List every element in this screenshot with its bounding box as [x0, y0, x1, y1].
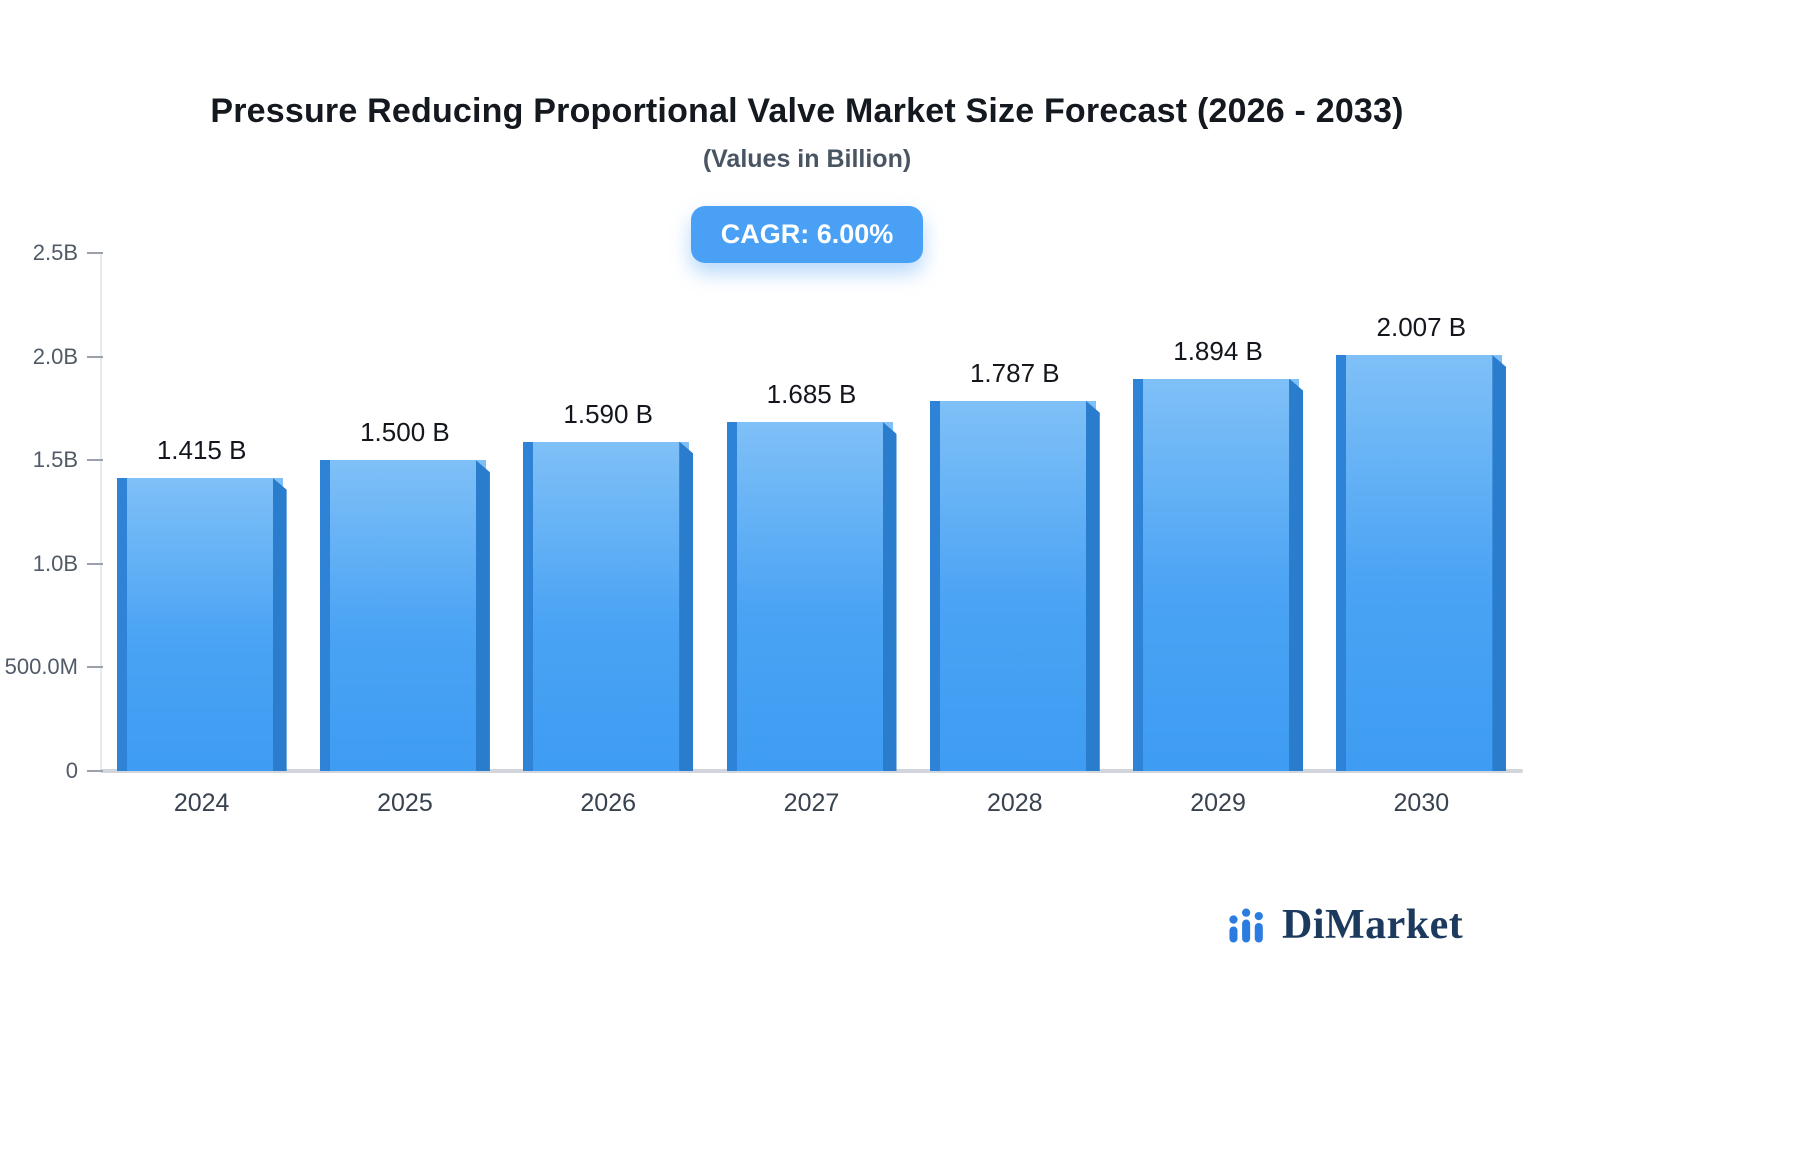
bar-value-label: 1.787 B [969, 357, 1060, 388]
logo-text: DiMarket [1282, 902, 1464, 948]
bar-value-label: 1.894 B [1173, 335, 1263, 366]
y-tick-label: 1.5B [32, 447, 78, 473]
brand-logo: DiMarket [1226, 900, 1463, 946]
chart-header: Pressure Reducing Proportional Valve Mar… [0, 92, 1614, 263]
y-tick-mark [87, 770, 103, 772]
bar-value-label: 1.500 B [360, 417, 450, 448]
bar-face [523, 441, 690, 771]
bar-value-label: 2.007 B [1376, 312, 1467, 343]
y-tick: 2.5B [0, 240, 103, 266]
y-tick-mark [87, 355, 103, 358]
y-tick-mark [87, 459, 103, 462]
y-tick-mark [87, 562, 103, 565]
y-tick: 1.5B [0, 447, 103, 473]
cagr-badge: CAGR: 6.00% [690, 206, 924, 263]
bar-chart-icon [1229, 908, 1263, 943]
bar-side-face [1289, 378, 1304, 771]
bar-side-face [882, 421, 897, 771]
bar-side-face [1085, 400, 1100, 771]
bar-2028[interactable]: 1.787 B [929, 358, 1100, 771]
y-tick-label: 0 [65, 758, 78, 783]
chart-title: Pressure Reducing Proportional Valve Mar… [210, 92, 1404, 130]
y-tick: 500.0M [0, 654, 103, 680]
bar-2030[interactable]: 2.007 B [1336, 312, 1507, 771]
y-tick-label: 500.0M [4, 654, 78, 680]
bar-face [319, 460, 486, 771]
bar-face [116, 477, 283, 771]
bar-2027[interactable]: 1.685 B [726, 379, 897, 771]
y-tick-mark [87, 666, 103, 669]
bar-2024[interactable]: 1.415 B [116, 435, 287, 771]
y-tick: 0 [0, 758, 103, 784]
x-axis-line [100, 769, 1523, 773]
bar-side-face [1492, 355, 1507, 771]
y-axis-line [100, 253, 102, 771]
bar-2026[interactable]: 1.590 B [523, 399, 694, 771]
x-axis-label: 2029 [1190, 789, 1246, 817]
y-tick: 2.0B [0, 344, 103, 370]
bar-face [929, 400, 1096, 771]
y-tick-mark [87, 252, 103, 254]
x-axis-label: 2030 [1393, 789, 1450, 817]
y-tick-label: 2.0B [32, 343, 78, 369]
bar-side-face [475, 460, 490, 771]
bar-side-face [679, 441, 694, 771]
bar-value-label: 1.590 B [563, 398, 654, 429]
bar-value-label: 1.415 B [156, 434, 247, 465]
bar-face [726, 421, 893, 771]
chart-subtitle: (Values in Billion) [702, 145, 912, 173]
bar-face [1336, 355, 1503, 771]
x-axis-label: 2027 [783, 789, 840, 817]
x-axis-label: 2028 [986, 789, 1043, 817]
bar-side-face [272, 477, 287, 771]
bar-2025[interactable]: 1.500 B [319, 417, 490, 771]
x-axis-label: 2026 [580, 789, 637, 817]
y-tick: 1.0B [0, 551, 103, 577]
bar-value-label: 1.685 B [766, 378, 857, 409]
x-axis-label: 2024 [173, 789, 230, 817]
y-tick-label: 1.0B [32, 550, 78, 576]
y-tick-label: 2.5B [32, 240, 78, 265]
bar-face [1133, 378, 1300, 771]
x-axis-label: 2025 [377, 789, 433, 817]
bar-2029[interactable]: 1.894 B [1133, 336, 1304, 771]
